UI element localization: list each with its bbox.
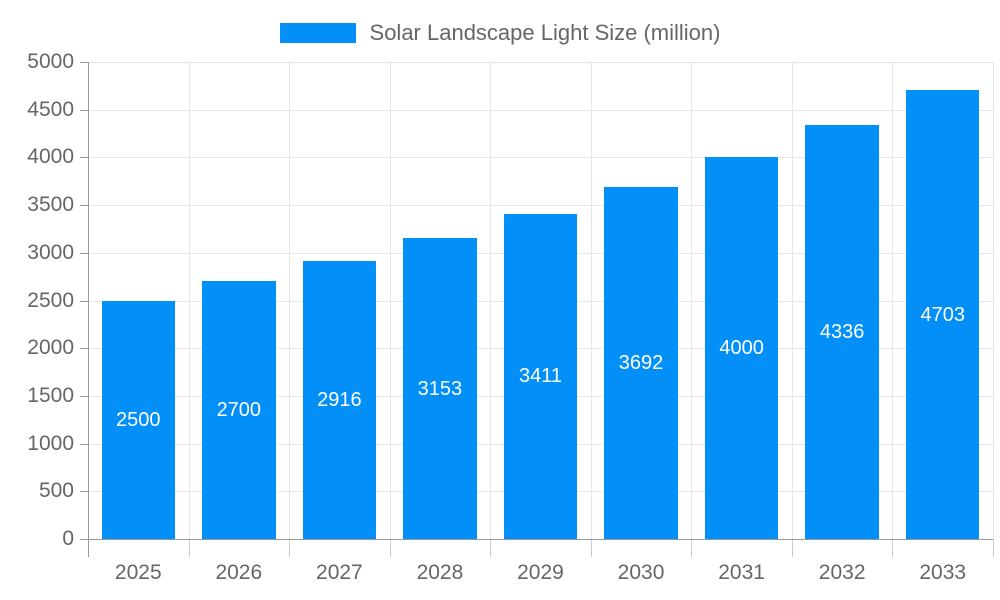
y-axis-label: 2000	[27, 336, 74, 360]
x-gridline	[389, 62, 391, 539]
x-axis-label: 2027	[316, 561, 363, 584]
y-tick	[80, 205, 88, 207]
y-tick	[80, 109, 88, 111]
x-gridline	[791, 62, 793, 539]
y-gridline	[88, 157, 993, 159]
x-axis-label: 2025	[114, 561, 162, 584]
x-axis-label: 2028	[416, 561, 464, 584]
x-gridline	[289, 62, 291, 539]
x-tick	[188, 539, 190, 557]
legend-label: Solar Landscape Light Size (million)	[369, 20, 721, 45]
bar-2028[interactable]	[403, 238, 477, 539]
x-tick	[993, 539, 994, 557]
bar-2027[interactable]	[302, 260, 377, 539]
x-tick	[389, 539, 391, 557]
x-axis-label: 2030	[617, 561, 665, 584]
x-gridline	[993, 62, 994, 539]
y-axis-label: 3000	[27, 240, 74, 264]
x-axis-line	[88, 539, 993, 540]
y-tick	[80, 157, 88, 159]
y-axis-label: 500	[38, 479, 74, 503]
x-gridline	[590, 62, 592, 539]
y-tick	[80, 443, 88, 445]
y-gridline	[88, 109, 993, 111]
y-axis-label: 5000	[27, 50, 74, 73]
bar-2033[interactable]	[906, 90, 980, 539]
y-gridline	[88, 62, 993, 63]
legend[interactable]: Solar Landscape Light Size (million)	[0, 20, 1000, 46]
x-gridline	[892, 62, 894, 539]
bar-2030[interactable]	[604, 186, 678, 539]
x-tick	[590, 539, 592, 557]
x-gridline	[188, 62, 190, 539]
y-axis-label: 1000	[27, 431, 74, 455]
x-tick	[892, 539, 894, 557]
bar-2032[interactable]	[805, 125, 879, 539]
y-tick	[80, 300, 88, 302]
x-gridline	[490, 62, 492, 539]
y-tick	[80, 491, 88, 493]
x-tick	[289, 539, 291, 557]
x-axis-label: 2032	[818, 561, 866, 584]
legend-swatch	[279, 23, 356, 43]
x-axis-label: 2029	[517, 561, 564, 584]
y-gridline	[88, 205, 993, 207]
x-gridline	[691, 62, 693, 539]
bar-2025[interactable]	[101, 300, 175, 539]
bar-2026[interactable]	[202, 281, 276, 539]
y-tick	[80, 395, 88, 397]
bar-2031[interactable]	[704, 157, 779, 539]
y-tick	[80, 348, 88, 350]
y-axis-label: 4500	[27, 97, 74, 121]
y-axis-label: 0	[62, 527, 74, 550]
y-tick	[80, 539, 88, 540]
y-axis-line	[88, 62, 89, 557]
y-axis-label: 4000	[27, 145, 74, 169]
x-tick	[791, 539, 793, 557]
bar-2029[interactable]	[503, 213, 578, 539]
x-axis-label: 2026	[215, 561, 263, 584]
x-axis-label: 2031	[718, 561, 765, 584]
y-axis-label: 1500	[27, 383, 74, 407]
y-tick	[80, 62, 88, 63]
y-tick	[80, 252, 88, 254]
x-axis-label: 2033	[919, 561, 967, 584]
y-axis-label: 3500	[27, 193, 74, 217]
x-tick	[490, 539, 492, 557]
y-axis-label: 2500	[27, 288, 74, 312]
x-tick	[691, 539, 693, 557]
